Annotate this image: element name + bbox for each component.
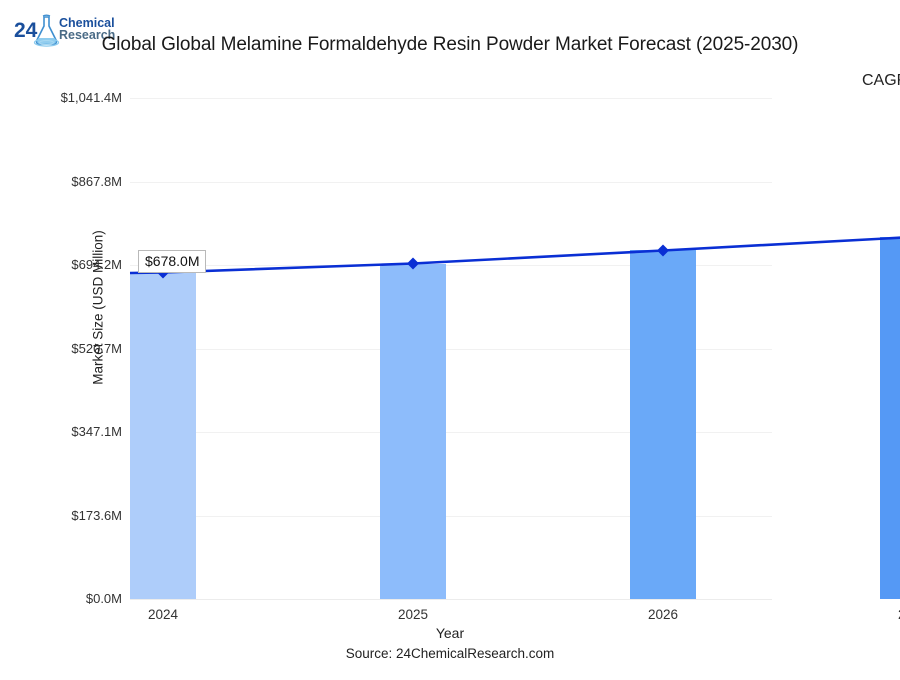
y-tick-label: $173.6M xyxy=(71,507,122,523)
y-axis-ticks: $1,041.4M $867.8M $694.2M $520.7M $347.1… xyxy=(22,90,122,606)
value-label-2024: $678.0M xyxy=(138,250,207,273)
y-tick-label: $0.0M xyxy=(85,591,122,606)
x-axis-title: Year xyxy=(435,625,465,641)
y-tick-label: $1,041.4M xyxy=(60,90,122,105)
bar-2026[interactable] xyxy=(630,250,696,599)
logo-text-chemical: Chemical xyxy=(59,16,115,30)
y-tick-label: $694.2M xyxy=(71,257,122,272)
x-tick-label-2024: 2024 xyxy=(147,607,179,622)
bar-2025[interactable] xyxy=(380,263,446,599)
y-tick-label: $347.1M xyxy=(71,424,122,439)
gridline xyxy=(130,348,772,350)
y-tick-label: $520.7M xyxy=(71,340,122,356)
brand-logo[interactable]: 24 Chemical Research xyxy=(14,11,122,51)
gridline xyxy=(130,98,772,99)
x-tick-label-2027: 2027 xyxy=(898,607,900,622)
bar-2024[interactable] xyxy=(130,273,196,599)
x-axis-line xyxy=(130,599,772,600)
chart-title: Global Global Melamine Formaldehyde Resi… xyxy=(101,34,799,55)
x-tick-label-2026: 2026 xyxy=(647,607,679,622)
logo-number-glyph: 24 xyxy=(14,19,38,42)
y-tick-label: $867.8M xyxy=(71,173,122,189)
source-caption: Source: 24ChemicalResearch.com xyxy=(345,646,555,661)
bar-2027[interactable] xyxy=(880,236,900,599)
x-tick-label-2025: 2025 xyxy=(397,607,429,622)
gridline xyxy=(130,515,772,517)
logo-icon: 24 Chemical Research xyxy=(14,14,115,47)
plot-area xyxy=(130,98,900,600)
gridline xyxy=(130,432,772,433)
logo-text-research: Research xyxy=(59,28,115,42)
gridline xyxy=(130,181,772,183)
cagr-annotation: CAGR xyxy=(862,72,900,89)
